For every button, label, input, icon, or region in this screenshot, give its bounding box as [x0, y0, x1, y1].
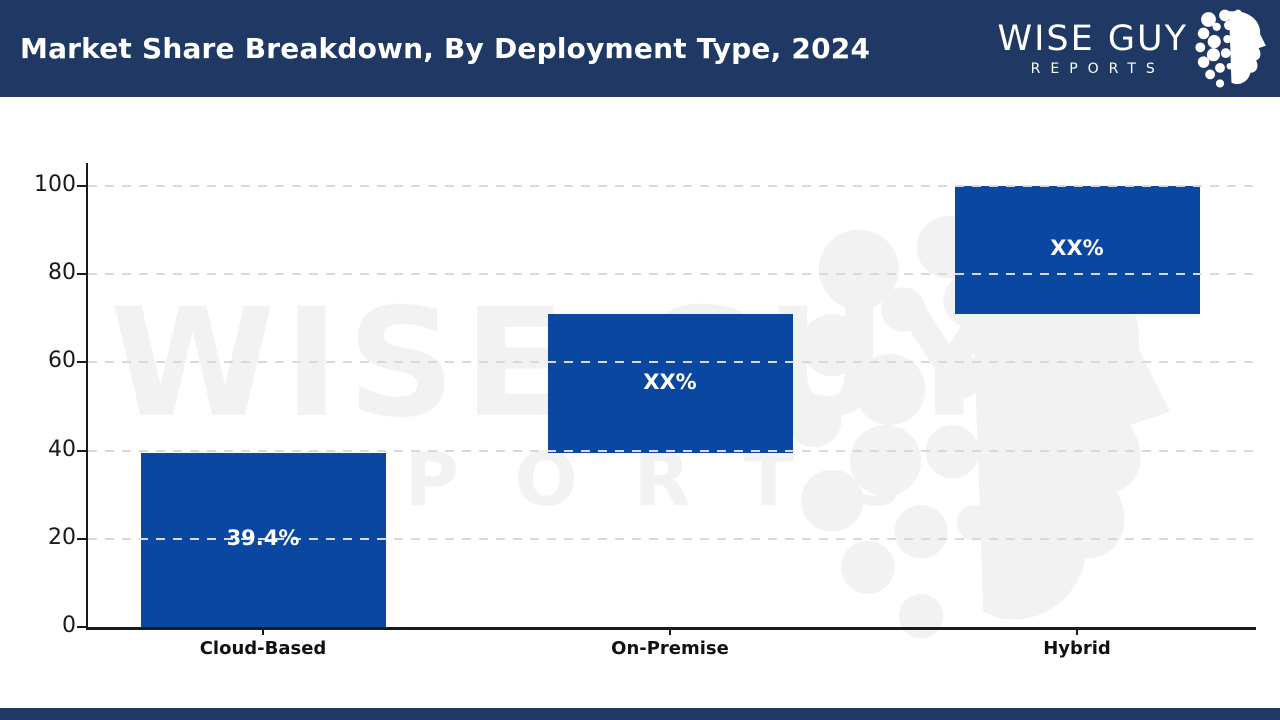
y-tick-label: 100: [34, 172, 76, 197]
brand-reports-label: REPORTS: [1030, 60, 1165, 77]
y-tick-mark: [77, 273, 88, 276]
y-tick-mark: [77, 361, 88, 364]
y-tick-label: 20: [48, 524, 76, 550]
bar-value-label: XX%: [643, 369, 697, 394]
bar-hybrid: [954, 186, 1200, 314]
bar-value-label: 39.4%: [226, 526, 300, 551]
y-tick-label: 80: [48, 260, 76, 286]
y-tick-label: 40: [48, 436, 76, 462]
y-tick-mark: [77, 185, 88, 187]
y-tick-mark: [77, 626, 88, 628]
y-gridline: [88, 361, 1256, 364]
x-tick-mark: [1076, 627, 1078, 635]
x-axis-line: [86, 627, 1256, 630]
y-gridline: [88, 185, 1256, 187]
x-tick-mark: [262, 627, 264, 635]
brand-wise-label: WISE GUY: [997, 18, 1188, 59]
y-gridline: [88, 449, 1256, 452]
x-category-label: Cloud-Based: [199, 638, 327, 659]
bar-on-premise: [547, 313, 793, 454]
y-gridline: [88, 273, 1256, 276]
y-tick-mark: [77, 537, 88, 540]
dotted-head-icon: [1195, 9, 1266, 88]
brand-logo-text: WISE GUY REPORTS: [997, 20, 1188, 78]
page-title: Market Share Breakdown, By Deployment Ty…: [20, 32, 871, 65]
brand-logo: WISE GUY REPORTS: [997, 8, 1266, 90]
bar-cloud-based: [140, 453, 386, 627]
x-category-label: Hybrid: [1043, 638, 1111, 659]
footer-bar: [0, 708, 1280, 720]
y-gridline: [88, 537, 1256, 540]
chart-area: WISE GUY REPORTS 02040608010039.4%Cloud-…: [0, 97, 1280, 708]
y-tick-label: 0: [62, 613, 76, 638]
x-category-label: On-Premise: [611, 638, 729, 659]
x-tick-mark: [669, 627, 671, 635]
y-tick-label: 60: [48, 348, 76, 374]
bar-value-label: XX%: [1050, 235, 1104, 260]
header: Market Share Breakdown, By Deployment Ty…: [0, 0, 1280, 97]
y-axis-line: [86, 163, 88, 629]
y-tick-mark: [77, 449, 88, 452]
